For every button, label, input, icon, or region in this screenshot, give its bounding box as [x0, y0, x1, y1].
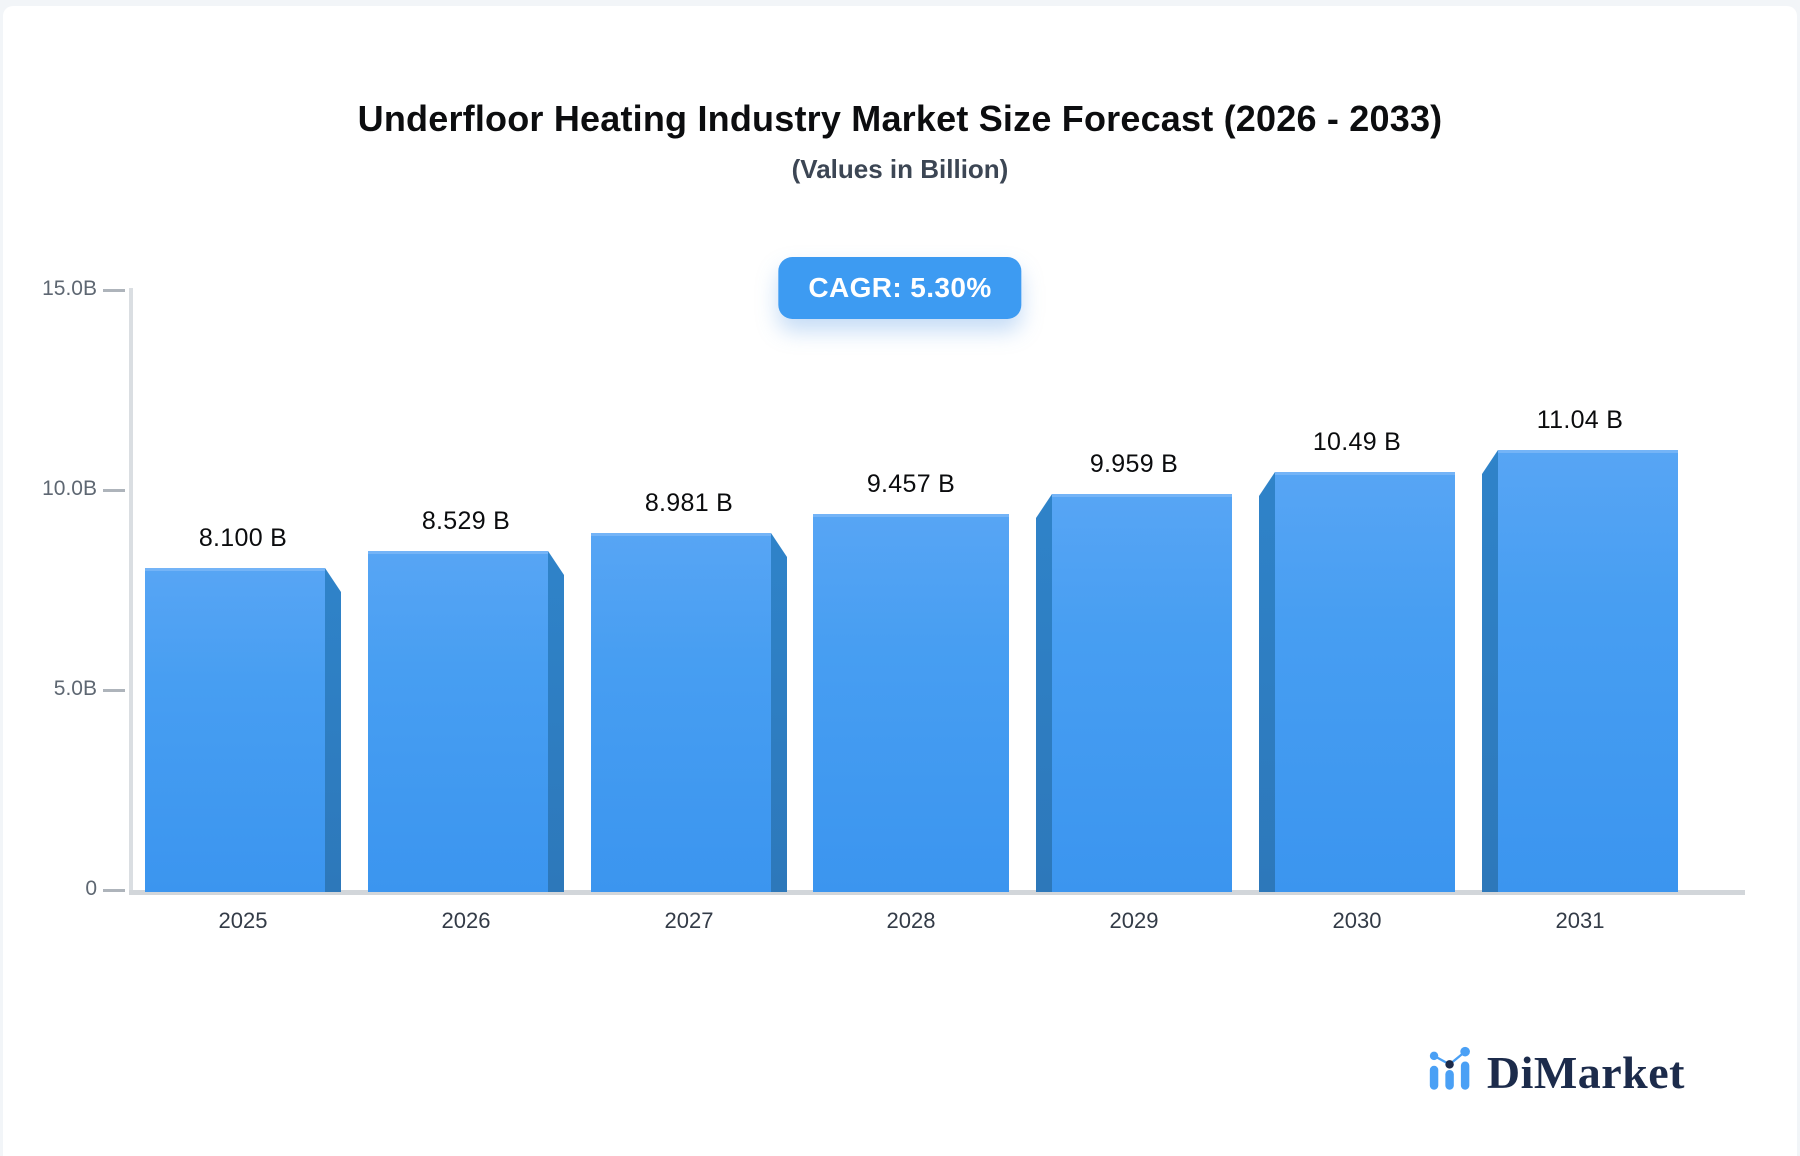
brand-name: DiMarket	[1486, 1047, 1685, 1098]
y-axis-tick-label: 0	[85, 877, 97, 900]
y-axis-tick-mark	[103, 289, 125, 292]
bar-face	[1498, 450, 1678, 892]
x-axis-label: 2030	[1332, 908, 1382, 933]
bar-value-label: 8.100 B	[198, 524, 288, 552]
dimarket-bars-sparkline-icon	[1427, 1046, 1475, 1099]
x-axis-label: 2029	[1109, 908, 1159, 933]
cagr-badge: CAGR: 5.30%	[778, 257, 1022, 319]
y-axis-line	[129, 288, 133, 894]
chart-title: Underfloor Heating Industry Market Size …	[357, 98, 1443, 139]
y-axis-tick-label: 15.0B	[42, 277, 97, 300]
bar-side-face	[325, 568, 341, 892]
bar-2026[interactable]	[368, 551, 564, 892]
x-axis-label: 2026	[441, 908, 491, 933]
bar-value-label: 9.959 B	[1089, 450, 1179, 478]
bar-side-face	[1482, 450, 1498, 892]
y-axis-tick-mark	[103, 489, 125, 492]
bar-value-label: 8.529 B	[421, 507, 511, 535]
bar-side-face	[1259, 472, 1275, 892]
x-axis-label: 2031	[1555, 908, 1605, 933]
bar-2030[interactable]	[1259, 472, 1455, 892]
bar-2027[interactable]	[591, 533, 787, 892]
x-axis-baseline	[129, 890, 1745, 895]
bar-2031[interactable]	[1482, 450, 1678, 892]
bar-side-face	[771, 533, 787, 892]
y-axis-tick-mark	[103, 689, 125, 692]
bar-2029[interactable]	[1036, 494, 1232, 892]
bar-face	[591, 533, 771, 892]
bar-face	[1275, 472, 1455, 892]
chart-canvas: Underfloor Heating Industry Market Size …	[3, 6, 1797, 1156]
y-axis-tick-mark	[103, 889, 125, 892]
bar-face	[1052, 494, 1232, 892]
bar-face	[813, 514, 1009, 892]
bar-value-label: 10.49 B	[1312, 428, 1402, 456]
bar-2025[interactable]	[145, 568, 341, 892]
x-axis-label: 2027	[664, 908, 714, 933]
bar-value-label: 9.457 B	[866, 470, 956, 498]
bar-side-face	[548, 551, 564, 892]
x-axis-label: 2025	[218, 908, 268, 933]
bar-2028[interactable]	[813, 514, 1009, 892]
brand-logo: DiMarket	[1427, 1046, 1685, 1099]
y-axis-tick-label: 5.0B	[53, 677, 97, 700]
bar-value-label: 8.981 B	[644, 489, 734, 517]
x-axis-label: 2028	[886, 908, 936, 933]
chart-subtitle: (Values in Billion)	[791, 154, 1009, 184]
bar-face	[368, 551, 548, 892]
chart-card: Underfloor Heating Industry Market Size …	[3, 6, 1797, 1156]
y-axis-tick-label: 10.0B	[42, 477, 97, 500]
bar-face	[145, 568, 325, 892]
bar-value-label: 11.04 B	[1536, 406, 1624, 434]
bar-side-face	[1036, 494, 1052, 892]
